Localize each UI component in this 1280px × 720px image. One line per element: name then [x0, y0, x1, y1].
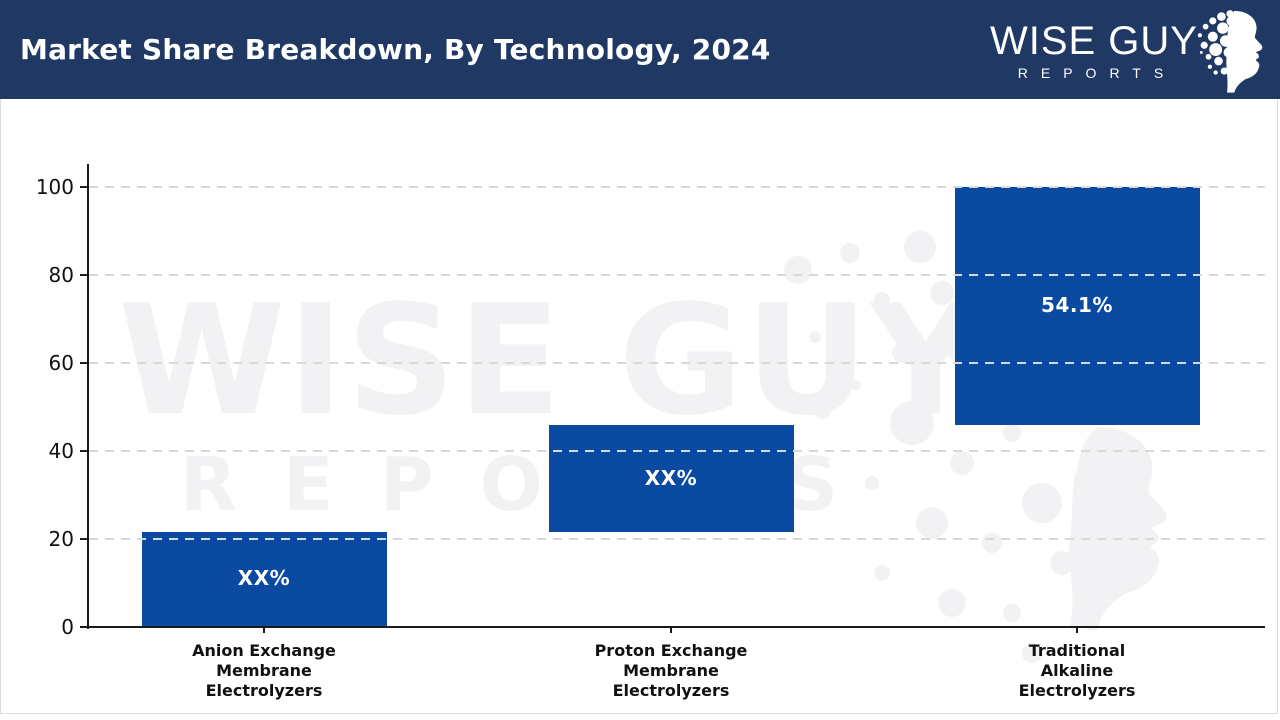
category-label-line: Traditional — [1028, 641, 1126, 660]
bar-value-label-2: 54.1% — [1041, 293, 1113, 318]
logo-reports-label: REPORTS — [1017, 65, 1177, 81]
gridline-y-60 — [89, 362, 1265, 364]
y-tick-label-20: 20 — [48, 527, 74, 551]
y-tick-label-100: 100 — [35, 175, 74, 199]
category-label-line: Membrane — [216, 661, 312, 680]
logo-face-icon — [1197, 10, 1263, 93]
gridline-y-100 — [89, 186, 1265, 188]
x-tick-0 — [263, 627, 265, 633]
y-tick-100 — [80, 186, 87, 188]
y-tick-40 — [80, 450, 87, 452]
logo-text: WISE GUY REPORTS — [990, 20, 1198, 81]
y-tick-60 — [80, 362, 87, 364]
y-tick-20 — [80, 538, 87, 540]
y-tick-0 — [80, 626, 87, 628]
bar-segment-2 — [954, 187, 1200, 426]
y-tick-label-80: 80 — [48, 263, 74, 287]
bar-value-label-0: XX% — [237, 566, 291, 591]
gridline-y-40 — [89, 450, 1265, 452]
bar-value-label-1: XX% — [644, 465, 698, 490]
category-label-line: Proton Exchange — [594, 641, 748, 660]
category-label-0: Anion Exchange Membrane Electrolyzers — [104, 641, 424, 701]
gridline-y-20 — [89, 538, 1265, 540]
logo-wiseguy-label: WISE GUY — [989, 19, 1198, 63]
gridline-y-80 — [89, 274, 1265, 276]
category-label-line: Anion Exchange — [192, 641, 336, 660]
category-label-line: Electrolyzers — [1018, 681, 1136, 700]
chart-title: Market Share Breakdown, By Technology, 2… — [20, 33, 771, 66]
y-tick-80 — [80, 274, 87, 276]
x-tick-2 — [1076, 627, 1078, 633]
category-label-1: Proton Exchange Membrane Electrolyzers — [511, 641, 831, 701]
y-tick-label-40: 40 — [48, 439, 74, 463]
x-axis-line — [87, 626, 1265, 628]
category-label-line: Alkaline — [1040, 661, 1114, 680]
category-label-line: Electrolyzers — [612, 681, 730, 700]
bar-segment-1 — [548, 425, 794, 532]
brand-logo: WISE GUY REPORTS — [990, 6, 1266, 94]
category-label-line: Membrane — [623, 661, 719, 680]
category-label-2: Traditional Alkaline Electrolyzers — [917, 641, 1237, 701]
category-label-line: Electrolyzers — [205, 681, 323, 700]
y-tick-label-0: 0 — [61, 615, 74, 639]
x-tick-1 — [670, 627, 672, 633]
bar-segment-0 — [141, 531, 387, 627]
y-tick-label-60: 60 — [48, 351, 74, 375]
y-axis-line — [87, 164, 89, 629]
header-bar: Market Share Breakdown, By Technology, 2… — [0, 0, 1280, 99]
